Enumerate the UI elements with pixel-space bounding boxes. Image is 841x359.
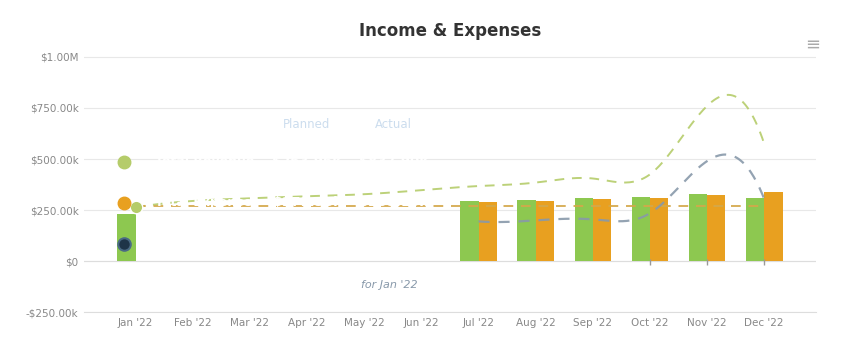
Title: Income & Expenses: Income & Expenses — [359, 22, 541, 39]
Bar — [593, 199, 611, 261]
Bar — [517, 200, 536, 261]
Text: Total Expense: Total Expense — [156, 196, 252, 209]
Text: for Jan '22: for Jan '22 — [361, 280, 417, 289]
Text: Net Income: Net Income — [156, 237, 235, 250]
Bar — [764, 192, 782, 261]
Bar — [689, 194, 707, 261]
Bar — [650, 198, 669, 261]
Text: Total Revenue: Total Revenue — [156, 155, 255, 168]
Bar — [632, 197, 650, 261]
Text: ≡: ≡ — [805, 36, 820, 54]
Bar — [536, 201, 554, 261]
Bar — [574, 198, 593, 261]
Text: $837.90k: $837.90k — [359, 155, 428, 168]
Bar — [118, 214, 135, 261]
Text: $263.96k: $263.96k — [272, 155, 341, 168]
Bar — [707, 195, 726, 261]
Bar — [460, 201, 479, 261]
Text: -$7.42k: -$7.42k — [279, 237, 335, 250]
Text: $569.77k: $569.77k — [359, 237, 428, 250]
Text: Planned: Planned — [283, 118, 331, 131]
Text: $268.13k: $268.13k — [359, 196, 428, 209]
Bar — [479, 202, 497, 261]
Text: Actual: Actual — [375, 118, 412, 131]
Text: $271.38k: $271.38k — [272, 196, 341, 209]
Bar — [746, 198, 764, 261]
